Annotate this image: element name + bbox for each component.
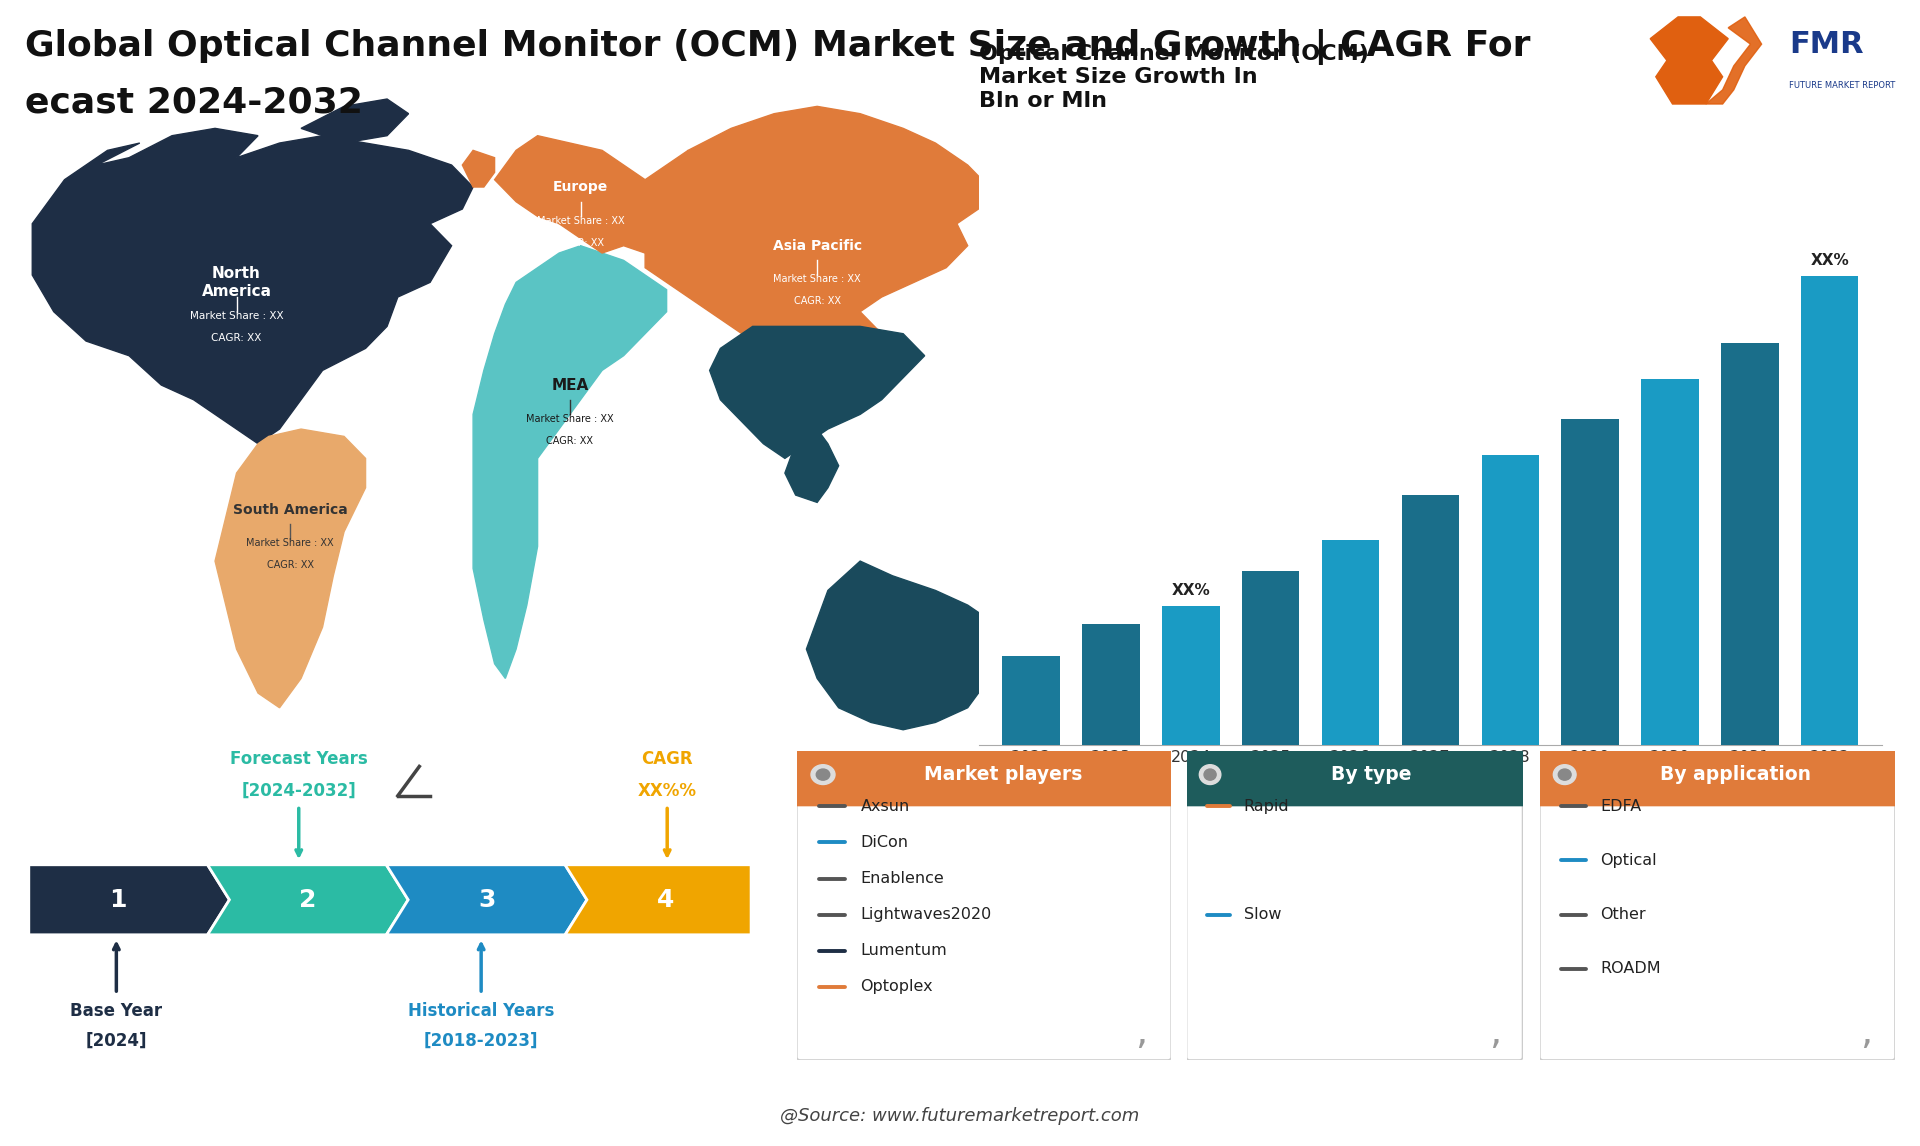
Text: Market Share : XX: Market Share : XX [246,539,334,549]
Text: XX%: XX% [1811,253,1849,268]
Text: Axsun: Axsun [860,799,910,814]
Text: CAGR: XX: CAGR: XX [547,435,593,446]
Polygon shape [29,865,230,935]
Text: CAGR: XX: CAGR: XX [267,560,313,571]
Text: Historical Years: Historical Years [407,1002,555,1020]
Text: Market Share : XX: Market Share : XX [774,274,860,284]
Bar [1402,495,1459,745]
Polygon shape [1649,17,1728,104]
FancyBboxPatch shape [1530,743,1905,807]
Text: MEA: MEA [551,377,589,393]
Text: By application: By application [1659,766,1811,784]
Text: South America: South America [232,503,348,517]
Bar [1561,419,1619,745]
Polygon shape [463,150,495,187]
Text: FMR: FMR [1789,30,1864,58]
Text: 2: 2 [300,888,317,912]
FancyBboxPatch shape [1540,751,1895,1060]
FancyBboxPatch shape [1179,743,1530,807]
Text: Lightwaves2020: Lightwaves2020 [860,908,993,923]
Polygon shape [215,429,365,708]
Polygon shape [301,99,409,143]
Text: Slow: Slow [1244,908,1281,923]
Polygon shape [645,107,989,370]
Text: Forecast Years: Forecast Years [230,749,367,768]
Text: XX%%: XX%% [637,782,697,800]
Text: ,: , [1490,1013,1501,1051]
Polygon shape [1705,17,1763,104]
Text: Market players: Market players [924,766,1081,784]
Bar [1720,343,1778,745]
Text: Optoplex: Optoplex [860,980,933,995]
Text: Other: Other [1599,908,1645,923]
Bar [1642,379,1699,745]
Text: Market Share : XX: Market Share : XX [526,414,614,424]
Text: ecast 2024-2032: ecast 2024-2032 [25,86,363,120]
Text: Enablence: Enablence [860,871,945,886]
Polygon shape [564,865,751,935]
Text: CAGR: XX: CAGR: XX [793,297,841,306]
Text: 4: 4 [657,888,674,912]
Bar [1321,540,1379,745]
Text: Asia Pacific: Asia Pacific [772,238,862,253]
Text: Europe: Europe [553,180,609,194]
FancyBboxPatch shape [1187,751,1523,1060]
Text: By type: By type [1331,766,1411,784]
Text: ROADM: ROADM [1599,961,1661,976]
Circle shape [1200,764,1221,785]
Text: [2024-2032]: [2024-2032] [242,782,355,800]
Text: XX%: XX% [1171,583,1210,598]
Bar [1002,656,1060,745]
Polygon shape [386,865,588,935]
Bar [1162,606,1219,745]
Polygon shape [207,865,409,935]
Text: Global Optical Channel Monitor (OCM) Market Size and Growth | CAGR For: Global Optical Channel Monitor (OCM) Mar… [25,29,1530,64]
Polygon shape [472,245,666,678]
Polygon shape [785,429,839,502]
Text: DiCon: DiCon [860,835,908,850]
Text: 3: 3 [478,888,495,912]
Circle shape [1553,764,1576,785]
Text: [2018-2023]: [2018-2023] [424,1031,538,1050]
Text: Lumentum: Lumentum [860,943,947,958]
Text: [2024]: [2024] [86,1031,148,1050]
Text: North
America: North America [202,266,271,299]
Polygon shape [495,135,699,253]
Text: Optical Channel Monitor (OCM)
Market Size Growth In
Bln or Mln: Optical Channel Monitor (OCM) Market Siz… [979,45,1369,111]
Text: Market Share : XX: Market Share : XX [190,311,284,321]
Text: ,: , [1860,1013,1872,1051]
Text: ,: , [1135,1013,1148,1051]
Circle shape [816,769,829,780]
Bar [1801,276,1859,745]
Text: CAGR: XX: CAGR: XX [557,237,605,248]
Text: Rapid: Rapid [1244,799,1290,814]
Text: Base Year: Base Year [71,1002,163,1020]
Bar [1083,625,1140,745]
Polygon shape [33,128,472,444]
Text: @Source: www.futuremarketreport.com: @Source: www.futuremarketreport.com [780,1107,1140,1125]
Text: 1: 1 [109,888,127,912]
Circle shape [810,764,835,785]
Text: EDFA: EDFA [1599,799,1642,814]
Text: Optical: Optical [1599,853,1657,868]
Polygon shape [806,562,1000,730]
Polygon shape [710,327,925,458]
Bar [1482,455,1540,745]
Circle shape [1204,769,1215,780]
Circle shape [1559,769,1571,780]
Text: FUTURE MARKET REPORT: FUTURE MARKET REPORT [1789,81,1895,91]
Text: CAGR: CAGR [641,749,693,768]
FancyBboxPatch shape [787,743,1181,807]
Text: Market Share : XX: Market Share : XX [538,215,624,226]
FancyBboxPatch shape [797,751,1171,1060]
Text: CAGR: XX: CAGR: XX [211,333,261,343]
Bar [1242,571,1300,745]
